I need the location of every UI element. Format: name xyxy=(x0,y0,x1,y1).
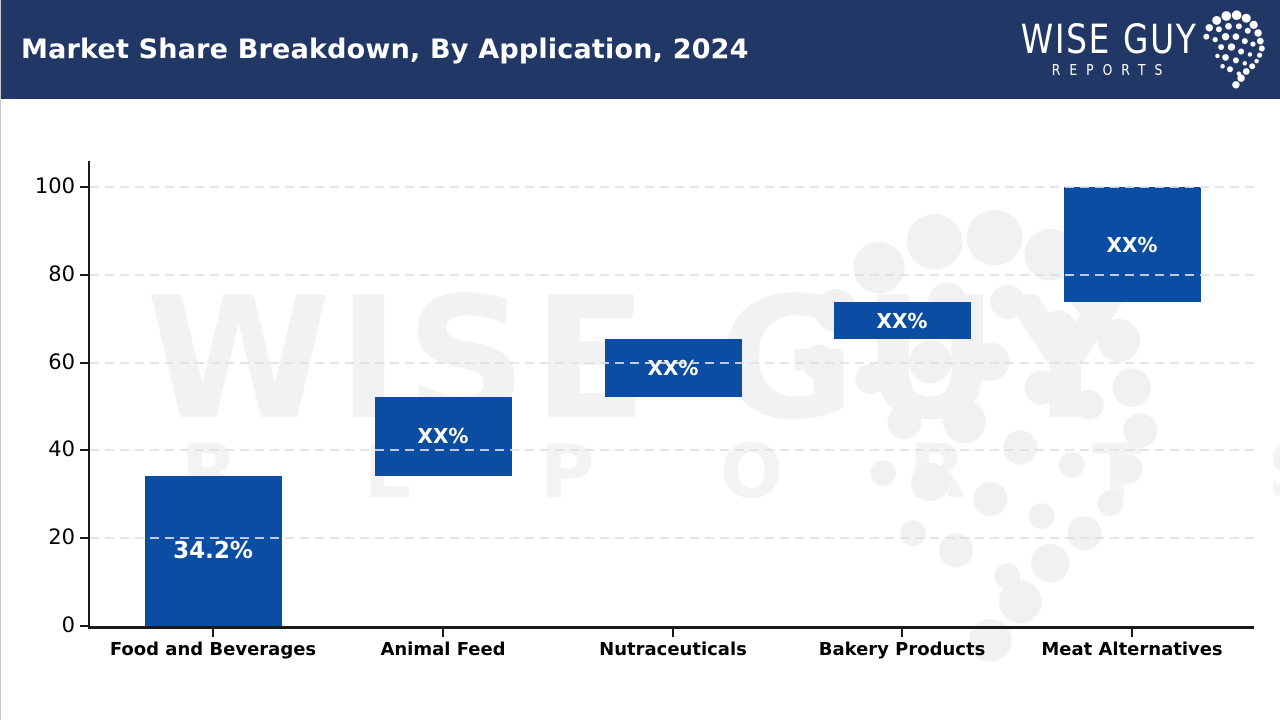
x-category-label-1: Animal Feed xyxy=(380,639,506,660)
bar-1: XX% xyxy=(374,396,512,476)
gridline-60 xyxy=(90,361,1254,364)
x-category-label-2: Nutraceuticals xyxy=(599,639,747,660)
gridline-100 xyxy=(90,186,1254,188)
bar-0: 34.2% xyxy=(144,475,282,626)
x-tick-2 xyxy=(672,629,674,637)
x-tick-3 xyxy=(901,629,903,637)
watermark-reports-text: R E P O R T S xyxy=(181,429,1280,515)
logo-wiseguy-text: WISE GUY xyxy=(1020,17,1197,63)
bar-value-label: XX% xyxy=(1106,232,1158,257)
y-tick-label-20: 20 xyxy=(48,525,75,550)
logo-head-dots-icon xyxy=(1203,9,1265,88)
y-axis-line xyxy=(88,160,90,628)
bar-value-label: XX% xyxy=(417,424,469,449)
logo-text: WISE GUY REPORTS xyxy=(1020,20,1197,79)
chart-title: Market Share Breakdown, By Application, … xyxy=(21,34,749,65)
x-category-label-3: Bakery Products xyxy=(818,639,986,660)
bar-2: XX% xyxy=(604,339,742,397)
y-tick-label-80: 80 xyxy=(48,261,75,286)
wiseguy-logo: WISE GUY REPORTS xyxy=(982,8,1267,92)
y-tick-0 xyxy=(80,625,89,627)
bar-value-label: 34.2% xyxy=(173,537,253,564)
x-tick-0 xyxy=(212,629,214,637)
bar-3: XX% xyxy=(833,302,971,340)
y-tick-label-60: 60 xyxy=(48,349,75,374)
y-tick-100 xyxy=(80,186,89,188)
y-tick-label-100: 100 xyxy=(34,174,75,198)
gridline-40 xyxy=(90,449,1254,452)
x-category-label-0: Food and Beverages xyxy=(109,639,317,660)
logo-reports-text: REPORTS xyxy=(1051,61,1171,79)
x-category-label-4: Meat Alternatives xyxy=(1041,639,1223,660)
y-tick-label-0: 0 xyxy=(61,613,75,637)
bar-value-label: XX% xyxy=(647,356,699,381)
x-tick-1 xyxy=(442,629,444,637)
y-tick-60 xyxy=(80,361,89,364)
gridline-80 xyxy=(90,273,1254,276)
gridline-20 xyxy=(90,537,1254,540)
bar-value-label: XX% xyxy=(876,308,928,333)
header-bar: Market Share Breakdown, By Application, … xyxy=(1,0,1280,99)
y-tick-label-40: 40 xyxy=(48,437,75,462)
y-tick-80 xyxy=(80,273,89,276)
y-tick-20 xyxy=(80,537,89,540)
chart-area: WISE GUY R E P O R T S 34.2%XX%XX%XX%XX%… xyxy=(1,99,1280,720)
bar-4: XX% xyxy=(1063,187,1201,303)
y-tick-40 xyxy=(80,449,89,452)
x-tick-4 xyxy=(1131,629,1133,637)
x-axis-line xyxy=(88,626,1254,629)
